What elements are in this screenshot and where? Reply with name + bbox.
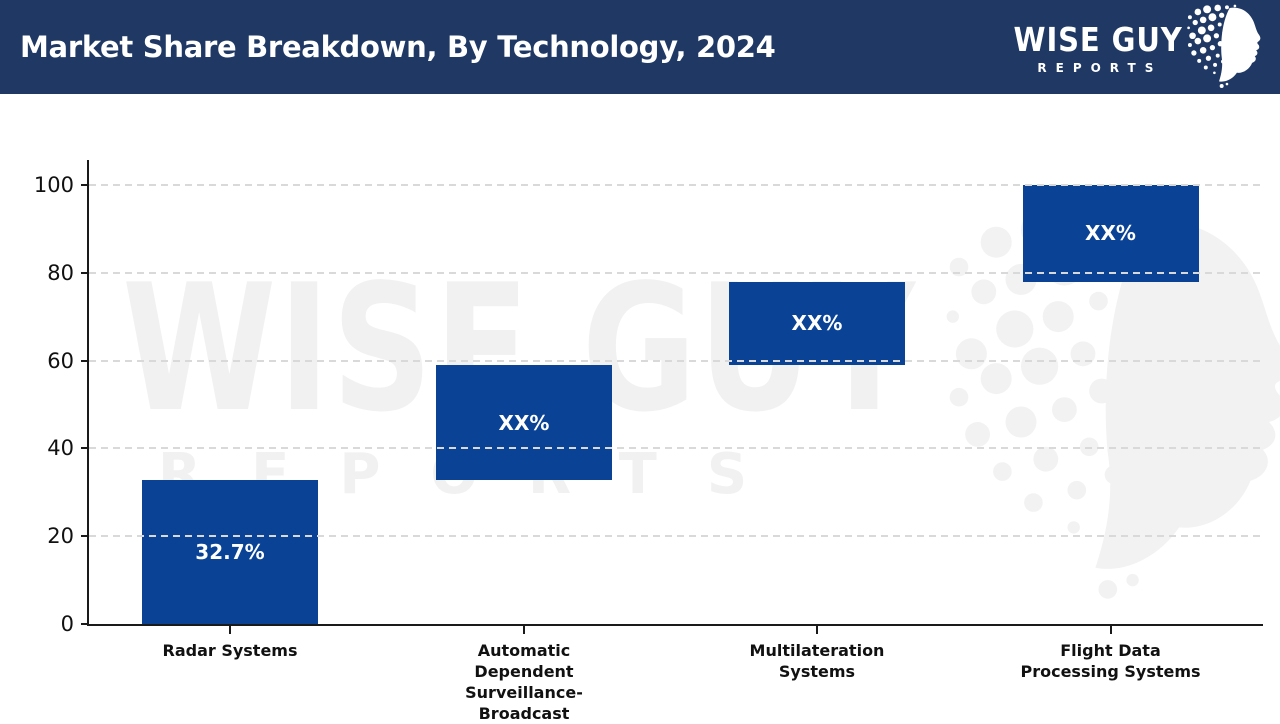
y-tick-label: 100 bbox=[33, 173, 74, 197]
bar-segment: XX% bbox=[1022, 185, 1199, 282]
y-tick-mark bbox=[81, 535, 87, 538]
page-title: Market Share Breakdown, By Technology, 2… bbox=[20, 30, 776, 64]
bar-segment: 32.7% bbox=[142, 480, 318, 624]
bar-value-label: XX% bbox=[498, 410, 550, 435]
y-tick-mark bbox=[81, 447, 87, 450]
y-tick-label: 80 bbox=[47, 260, 74, 285]
y-tick-mark bbox=[81, 359, 87, 362]
plot: 0 20 40 60 80 100 32.7% Radar Systems XX% Automat… bbox=[0, 94, 1280, 723]
x-tick-mark bbox=[1109, 626, 1112, 634]
y-tick-label: 60 bbox=[47, 348, 74, 373]
bar-value-label: 32.7% bbox=[195, 540, 265, 565]
x-axis bbox=[87, 624, 1263, 626]
bar-segment: XX% bbox=[729, 281, 905, 365]
gridline bbox=[89, 447, 1262, 450]
dotted-face-icon bbox=[1187, 4, 1261, 89]
category-label: Automatic Dependent Surveillance- Broadc… bbox=[465, 641, 583, 723]
logo-name-text: WISE GUY bbox=[1013, 19, 1183, 59]
y-axis bbox=[87, 160, 89, 626]
logo-wordmark: WISE GUY REPORTS bbox=[1002, 20, 1194, 75]
y-tick-mark bbox=[81, 271, 87, 274]
category-label: Flight Data Processing Systems bbox=[1020, 641, 1201, 681]
logo-tagline-text: REPORTS bbox=[1037, 60, 1163, 75]
gridline bbox=[89, 271, 1262, 274]
y-tick-label: 20 bbox=[47, 524, 74, 549]
bar-segment: XX% bbox=[436, 364, 612, 481]
category-label: Multilateration Systems bbox=[749, 641, 885, 681]
y-tick-mark bbox=[81, 623, 87, 625]
category-label: Radar Systems bbox=[162, 641, 298, 660]
y-tick-label: 40 bbox=[47, 436, 74, 461]
gridline bbox=[89, 184, 1262, 186]
bar-value-label: XX% bbox=[791, 311, 843, 336]
bar-value-label: XX% bbox=[1085, 221, 1136, 246]
chart-area: WISE GUY REPORTS 02040608010032.7%Radar … bbox=[0, 94, 1280, 723]
y-tick-label: 0 bbox=[60, 612, 74, 636]
header: Market Share Breakdown, By Technology, 2… bbox=[0, 0, 1280, 94]
x-tick-mark bbox=[816, 626, 818, 634]
y-tick-mark bbox=[81, 184, 87, 186]
x-tick-mark bbox=[229, 626, 231, 634]
brand-logo: WISE GUY REPORTS bbox=[1002, 4, 1266, 90]
gridline bbox=[89, 359, 1262, 362]
x-tick-mark bbox=[523, 626, 525, 634]
gridline bbox=[89, 535, 1262, 538]
